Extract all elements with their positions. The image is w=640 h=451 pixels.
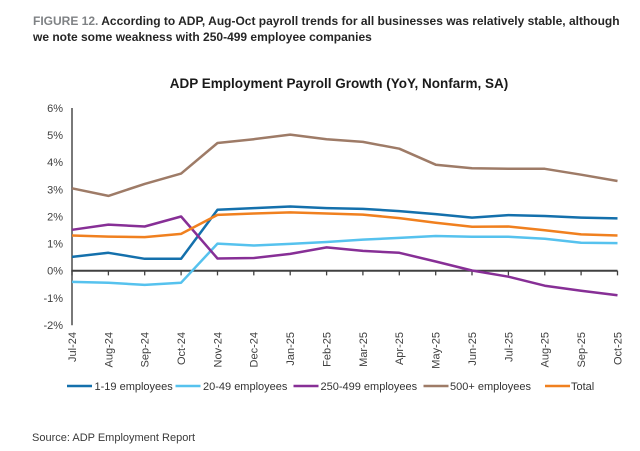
svg-text:Jul-25: Jul-25 <box>503 332 515 362</box>
svg-text:6%: 6% <box>47 103 63 115</box>
svg-text:-2%: -2% <box>43 320 63 332</box>
svg-text:Apr-25: Apr-25 <box>394 332 406 365</box>
svg-text:Aug-24: Aug-24 <box>103 332 115 367</box>
svg-text:4%: 4% <box>47 157 63 169</box>
svg-text:-1%: -1% <box>43 293 63 305</box>
svg-text:Dec-24: Dec-24 <box>249 332 261 367</box>
svg-text:3%: 3% <box>47 184 63 196</box>
svg-text:ADP Employment Payroll Growth: ADP Employment Payroll Growth (YoY, Nonf… <box>170 76 509 91</box>
svg-text:Sep-24: Sep-24 <box>140 332 152 367</box>
svg-text:Sep-25: Sep-25 <box>576 332 588 367</box>
svg-text:1-19 employees: 1-19 employees <box>95 381 174 393</box>
svg-text:Aug-25: Aug-25 <box>540 332 552 367</box>
svg-text:Jun-25: Jun-25 <box>467 332 479 366</box>
svg-text:Jan-25: Jan-25 <box>285 332 297 366</box>
svg-text:20-49 employees: 20-49 employees <box>203 381 288 393</box>
svg-text:5%: 5% <box>47 130 63 142</box>
svg-text:Nov-24: Nov-24 <box>212 332 224 367</box>
svg-text:Mar-25: Mar-25 <box>358 332 370 367</box>
svg-text:Feb-25: Feb-25 <box>322 332 334 367</box>
svg-text:May-25: May-25 <box>431 332 443 369</box>
svg-text:Jul-24: Jul-24 <box>67 332 79 362</box>
svg-text:1%: 1% <box>47 239 63 251</box>
svg-text:500+ employees: 500+ employees <box>450 381 532 393</box>
svg-text:250-499 employees: 250-499 employees <box>321 381 418 393</box>
svg-text:Oct-24: Oct-24 <box>176 332 188 365</box>
svg-text:Oct-25: Oct-25 <box>612 332 624 365</box>
svg-text:2%: 2% <box>47 211 63 223</box>
svg-text:Total: Total <box>571 381 594 393</box>
svg-text:0%: 0% <box>47 266 63 278</box>
